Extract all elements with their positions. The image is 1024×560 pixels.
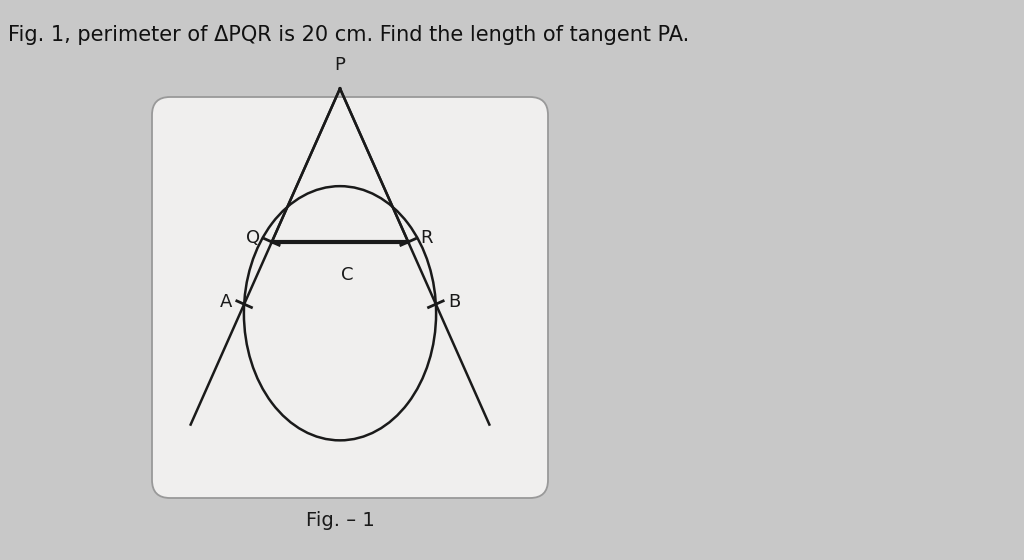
Text: C: C [341,265,354,283]
Text: P: P [335,57,345,74]
Text: Fig. – 1: Fig. – 1 [305,511,375,530]
Text: R: R [420,229,433,247]
Text: Q: Q [246,229,260,247]
Text: B: B [447,293,460,311]
Text: A: A [220,293,232,311]
Text: Fig. 1, perimeter of ΔPQR is 20 cm. Find the length of tangent PA.: Fig. 1, perimeter of ΔPQR is 20 cm. Find… [8,25,689,45]
FancyBboxPatch shape [152,97,548,498]
